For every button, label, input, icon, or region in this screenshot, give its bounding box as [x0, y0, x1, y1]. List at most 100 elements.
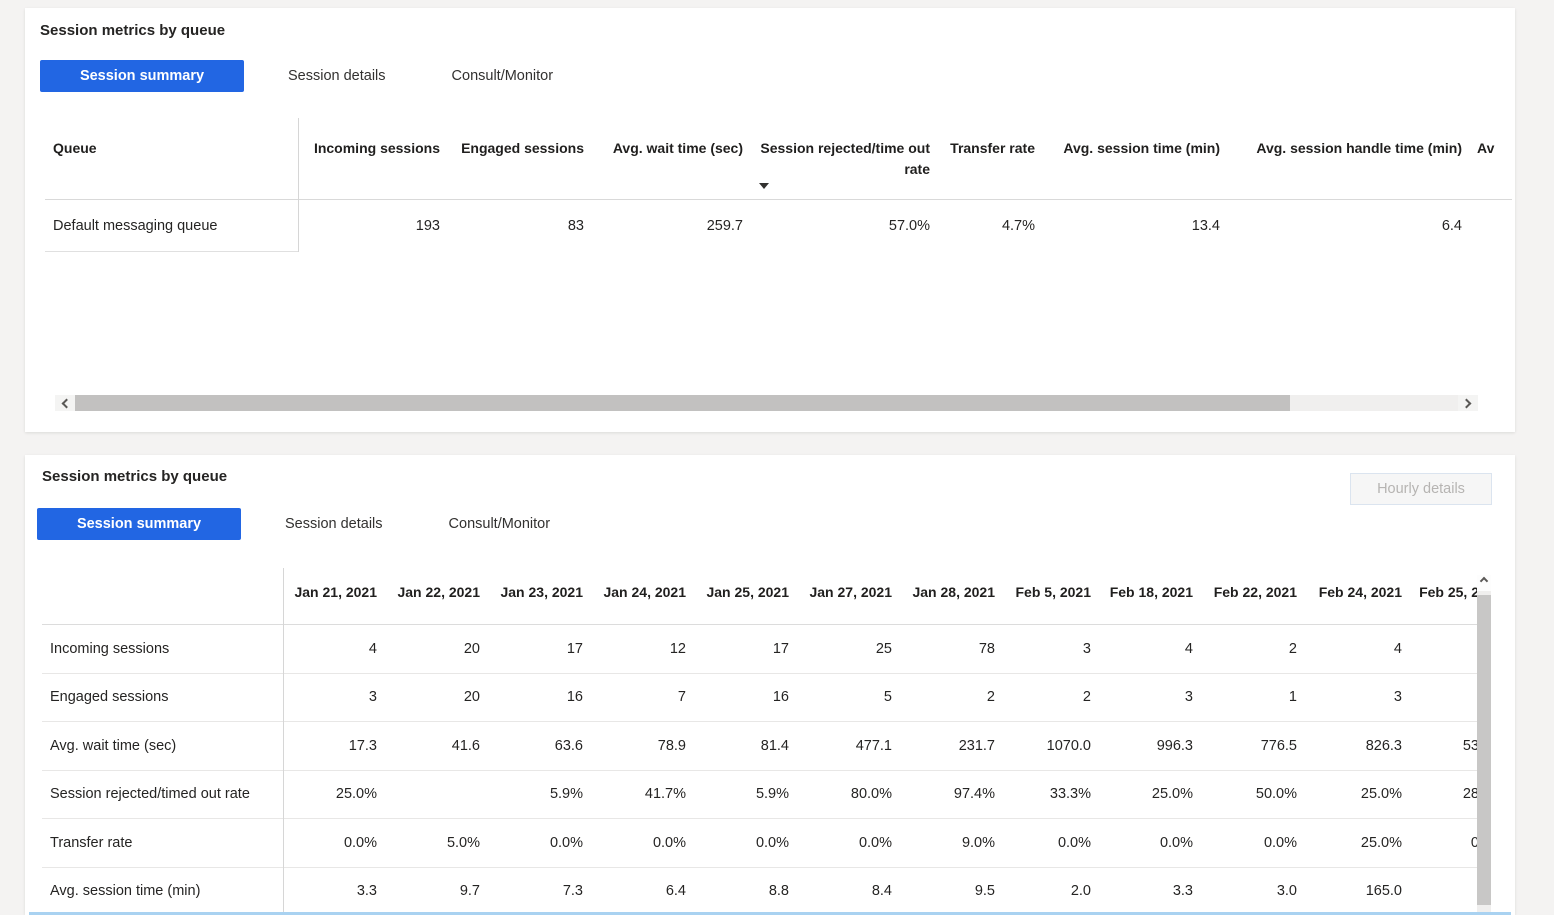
metric-label-cell: Session rejected/timed out rate [42, 771, 283, 819]
value-cell-label: 0.0% [549, 834, 583, 851]
tab-session-details[interactable]: Session details [288, 68, 386, 84]
value-cell: 165.0 [1307, 868, 1412, 915]
metric-label-cell-label: Transfer rate [50, 834, 133, 851]
column-header-5[interactable]: Transfer rate [940, 118, 1045, 199]
horizontal-scrollbar[interactable] [55, 395, 1478, 411]
scroll-left-icon[interactable] [55, 395, 75, 411]
date-column-header-1[interactable]: Jan 22, 2021 [387, 568, 490, 624]
value-cell: 477.1 [799, 722, 902, 770]
date-column-header-0[interactable]: Jan 21, 2021 [283, 568, 387, 624]
date-column-header-4[interactable]: Jan 25, 2021 [696, 568, 799, 624]
date-column-header-11-label: Feb 25, 2 [1419, 584, 1479, 600]
value-cell [1472, 200, 1512, 252]
date-column-header-7-label: Feb 5, 2021 [1015, 584, 1092, 600]
value-cell: 193 [298, 200, 450, 252]
date-column-header-0-label: Jan 21, 2021 [294, 584, 377, 600]
table-row: Incoming sessions 4 20 17 12 17 25 78 3 4 2 4 [42, 625, 1489, 674]
value-cell: 0.0% [696, 819, 799, 867]
tab-session-details[interactable]: Session details [285, 516, 383, 532]
table-header-row: Jan 21, 2021 Jan 22, 2021 Jan 23, 2021 Jan … [42, 568, 1489, 625]
date-column-header-7[interactable]: Feb 5, 2021 [1005, 568, 1101, 624]
column-header-8[interactable]: Av [1472, 118, 1512, 199]
date-column-header-10[interactable]: Feb 24, 2021 [1307, 568, 1412, 624]
column-header-4[interactable]: Session rejected/time out rate [753, 118, 940, 199]
value-cell: 9.7 [387, 868, 490, 915]
column-header-0[interactable]: Queue [45, 118, 298, 199]
column-header-1[interactable]: Incoming sessions [298, 118, 450, 199]
date-column-header-2[interactable]: Jan 23, 2021 [490, 568, 593, 624]
date-column-header-5[interactable]: Jan 27, 2021 [799, 568, 902, 624]
value-cell: 259.7 [594, 200, 753, 252]
date-column-header-8[interactable]: Feb 18, 2021 [1101, 568, 1203, 624]
column-header-8-label: Av [1477, 140, 1495, 156]
column-header-2[interactable]: Engaged sessions [450, 118, 594, 199]
value-cell-label: 0.0% [1159, 834, 1193, 851]
value-cell: 3.3 [1101, 868, 1203, 915]
scrollbar-track[interactable] [75, 395, 1458, 411]
value-cell-label: 5 [883, 689, 892, 706]
value-cell-label: 259.7 [706, 218, 743, 234]
date-column-header-10-label: Feb 24, 2021 [1318, 584, 1402, 600]
value-cell: 2 [1203, 625, 1307, 673]
scrollbar-thumb[interactable] [75, 395, 1290, 411]
date-column-header-3[interactable]: Jan 24, 2021 [593, 568, 696, 624]
value-cell: 28 [1412, 771, 1489, 819]
value-cell: 231.7 [902, 722, 1005, 770]
value-cell-label: 17 [772, 640, 789, 657]
date-column-header-9[interactable]: Feb 22, 2021 [1203, 568, 1307, 624]
value-cell: 0.0% [1203, 819, 1307, 867]
column-header-7[interactable]: Avg. session handle time (min) [1230, 118, 1472, 199]
value-cell: 776.5 [1203, 722, 1307, 770]
value-cell-label: 193 [415, 218, 440, 234]
value-cell-label: 2 [1082, 689, 1091, 706]
sort-descending-icon [759, 183, 769, 189]
date-column-header-5-label: Jan 27, 2021 [809, 584, 892, 600]
vertical-scrollbar[interactable] [1477, 575, 1491, 915]
value-cell-label: 2.0 [1070, 883, 1091, 900]
value-cell: 83 [450, 200, 594, 252]
value-cell-label: 63.6 [554, 737, 583, 754]
value-cell-label: 17 [566, 640, 583, 657]
value-cell: 1070.0 [1005, 722, 1101, 770]
date-column-header-11[interactable]: Feb 25, 2 [1412, 568, 1489, 624]
value-cell: 8.4 [799, 868, 902, 915]
value-cell-label: 2 [986, 689, 995, 706]
scroll-right-icon[interactable] [1458, 395, 1478, 411]
scrollbar-thumb[interactable] [1477, 595, 1491, 905]
column-header-2-label: Engaged sessions [461, 140, 584, 156]
value-cell: 7 [593, 674, 696, 722]
value-cell-label: 4 [1184, 640, 1193, 657]
column-header-6[interactable]: Avg. session time (min) [1045, 118, 1230, 199]
table-row: Avg. session time (min) 3.3 9.7 7.3 6.4 8.8 8.… [42, 868, 1489, 915]
value-cell-label: 80.0% [850, 786, 892, 803]
column-divider [298, 118, 299, 252]
value-cell: 41.6 [387, 722, 490, 770]
value-cell: 25.0% [1101, 771, 1203, 819]
value-cell: 3 [283, 674, 387, 722]
value-cell-label: 25.0% [1360, 834, 1402, 851]
table-row: Transfer rate 0.0% 5.0% 0.0% 0.0% 0.0% 0.0% 9.0… [42, 819, 1489, 868]
tab-consult-monitor[interactable]: Consult/Monitor [448, 516, 551, 532]
value-cell-label: 7 [677, 689, 686, 706]
date-column-header-4-label: Jan 25, 2021 [706, 584, 789, 600]
tab-session-summary[interactable]: Session summary [40, 60, 244, 92]
scroll-up-icon[interactable] [1477, 575, 1491, 591]
value-cell-label: 33.3% [1049, 786, 1091, 803]
value-cell-label: 20 [463, 640, 480, 657]
bottom-scroll-indicator [29, 912, 1511, 915]
value-cell: 25.0% [1307, 771, 1412, 819]
value-cell: 6.4 [1230, 200, 1472, 252]
daily-metrics-table: Jan 21, 2021 Jan 22, 2021 Jan 23, 2021 Jan … [42, 568, 1489, 915]
date-column-header-3-label: Jan 24, 2021 [603, 584, 686, 600]
value-cell: 826.3 [1307, 722, 1412, 770]
hourly-details-button[interactable]: Hourly details [1350, 473, 1492, 505]
value-cell-label: 165.0 [1365, 883, 1402, 900]
value-cell: 5.9% [696, 771, 799, 819]
tab-consult-monitor[interactable]: Consult/Monitor [451, 68, 554, 84]
value-cell-label: 25 [875, 640, 892, 657]
date-column-header-6[interactable]: Jan 28, 2021 [902, 568, 1005, 624]
queue-name-cell-label: Default messaging queue [53, 217, 218, 234]
column-header-3[interactable]: Avg. wait time (sec) [594, 118, 753, 199]
value-cell: 5 [799, 674, 902, 722]
tab-session-summary[interactable]: Session summary [37, 508, 241, 540]
